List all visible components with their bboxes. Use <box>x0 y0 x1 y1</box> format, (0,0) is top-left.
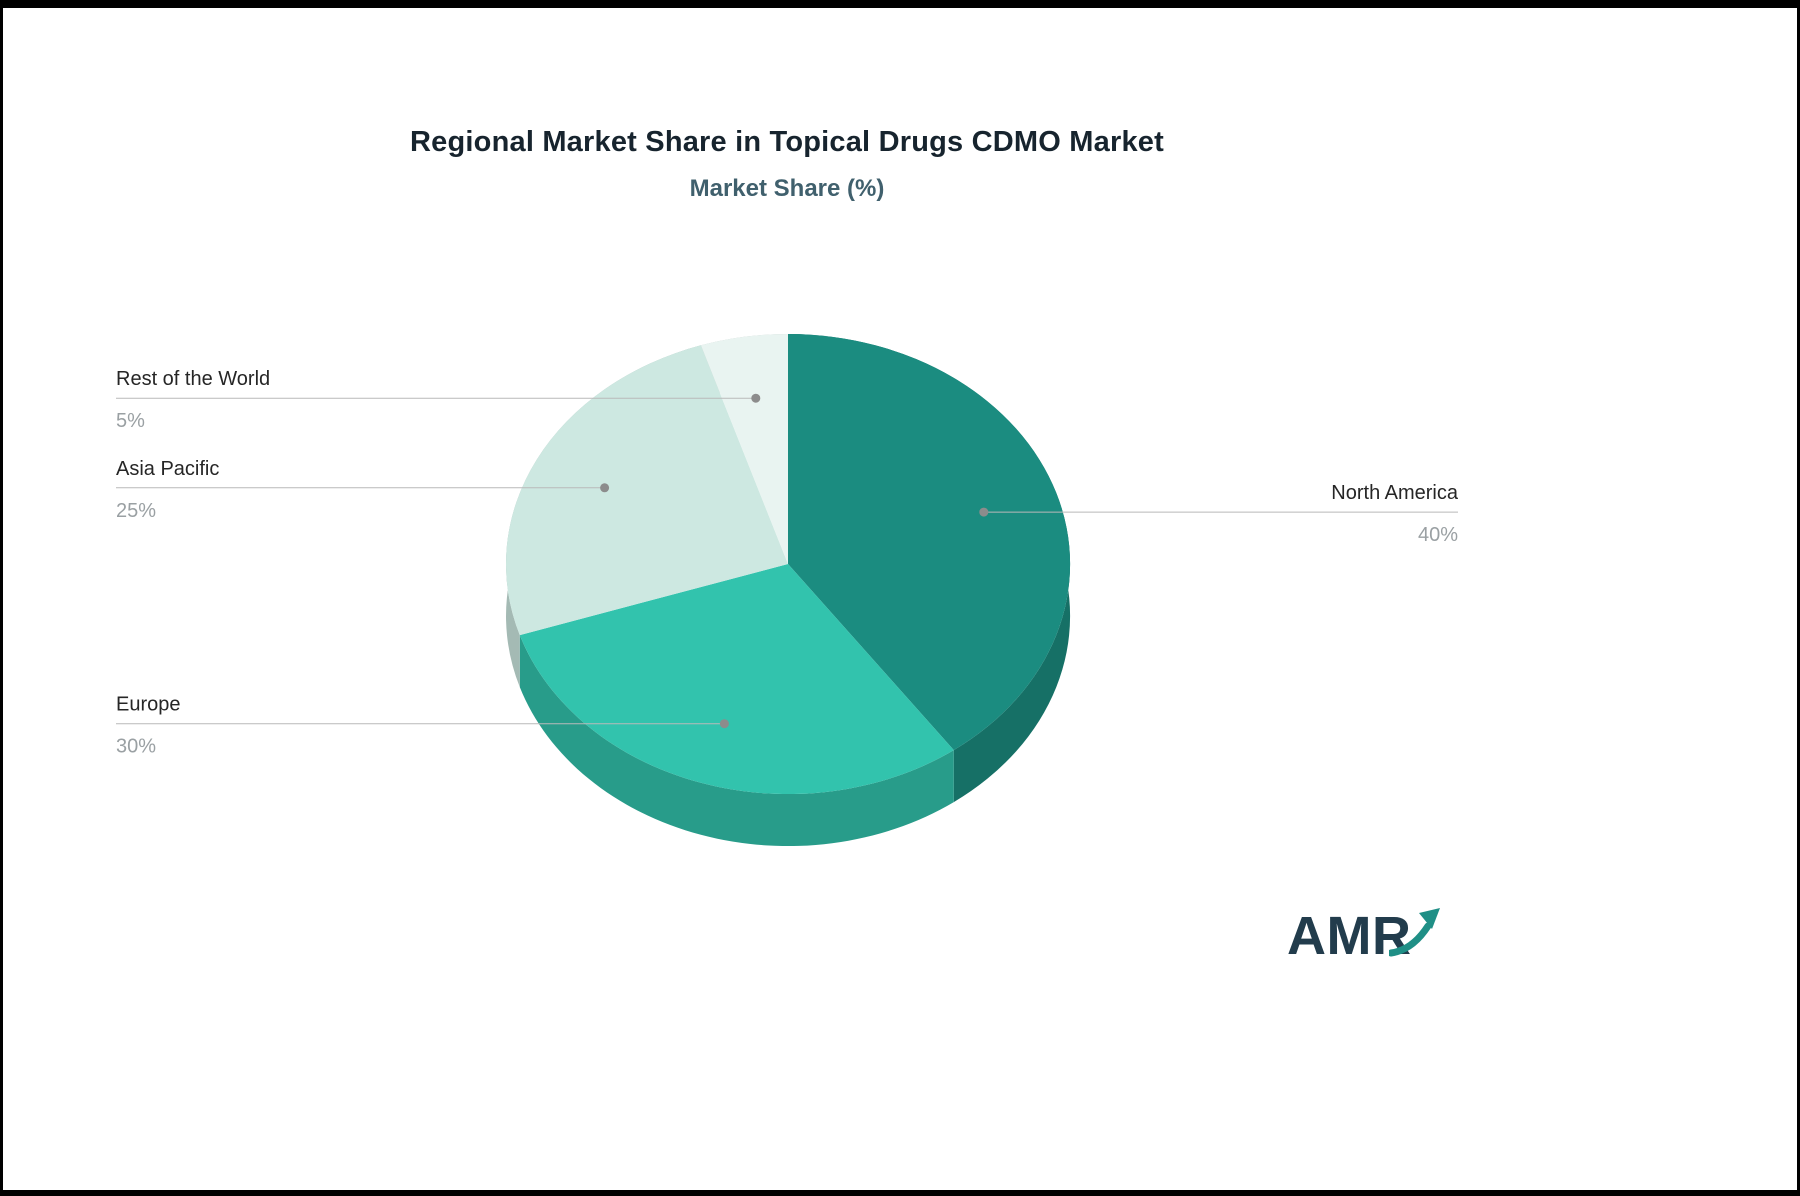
slice-value-north-america: 40% <box>1418 524 1458 546</box>
pie-slice-asia-pacific[interactable] <box>506 345 788 636</box>
arrow-tail <box>1389 922 1432 957</box>
leader-dot-asia-pacific <box>600 483 610 493</box>
leader-dot-rest-of-the-world <box>751 393 761 403</box>
slice-value-asia-pacific: 25% <box>116 500 156 522</box>
pie-slice-side-europe <box>519 635 954 847</box>
pie-chart: North America 40% Europe 30% Asia Pacific 25%… <box>116 334 1459 847</box>
arrow-up-right-icon <box>1389 908 1440 957</box>
slice-label-asia-pacific: Asia Pacific <box>116 458 219 480</box>
slice-label-rest-of-the-world: Rest of the World <box>116 368 270 390</box>
slice-label-europe: Europe <box>116 694 181 716</box>
pie-slice-europe[interactable] <box>519 564 954 795</box>
leader-dot-europe <box>719 719 729 729</box>
leader-dot-north-america <box>979 507 989 517</box>
pie-slice-rest-of-the-world[interactable] <box>700 334 788 564</box>
slice-label-north-america: North America <box>1331 482 1459 504</box>
pie-slice-north-america[interactable] <box>788 334 1071 751</box>
slice-value-rest-of-the-world: 5% <box>116 410 145 432</box>
arrow-head <box>1419 908 1440 929</box>
slice-value-europe: 30% <box>116 736 156 758</box>
amr-logo: AMR <box>1287 904 1457 970</box>
